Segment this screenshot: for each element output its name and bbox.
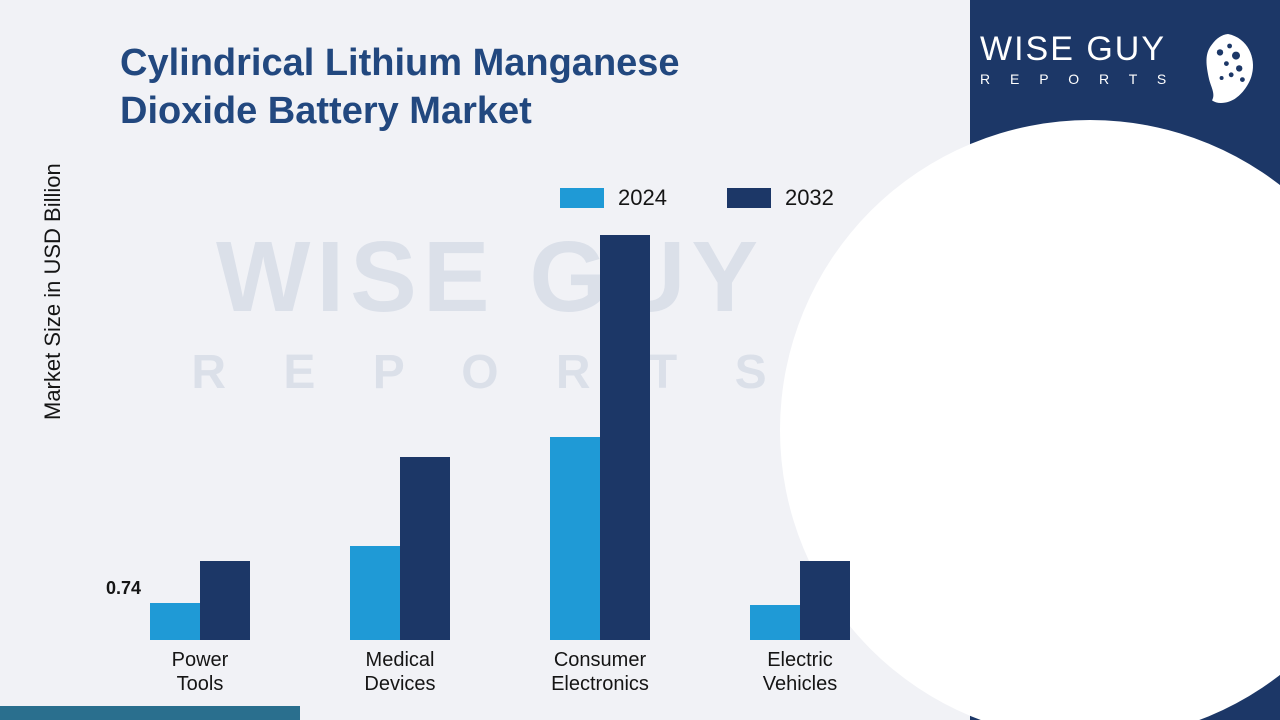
brand-logo: WISE GUY R E P O R T S bbox=[980, 30, 1250, 87]
legend-label-2032: 2032 bbox=[785, 185, 834, 211]
legend-label-2024: 2024 bbox=[618, 185, 667, 211]
legend-item-2032: 2032 bbox=[727, 185, 834, 211]
legend-swatch-2024 bbox=[560, 188, 604, 208]
bar bbox=[550, 437, 600, 640]
bar bbox=[750, 605, 800, 640]
x-axis-labels: PowerTools MedicalDevices ConsumerElectron… bbox=[120, 648, 940, 698]
footer-accent-bar bbox=[0, 706, 300, 720]
x-label: ConsumerElectronics bbox=[520, 648, 680, 696]
value-label: 0.74 bbox=[106, 578, 141, 599]
x-label: ElectricVehicles bbox=[720, 648, 880, 696]
legend: 2024 2032 bbox=[560, 185, 834, 211]
legend-swatch-2032 bbox=[727, 188, 771, 208]
x-label: MedicalDevices bbox=[320, 648, 480, 696]
bar bbox=[350, 546, 400, 640]
bar bbox=[150, 603, 200, 640]
y-axis-label: Market Size in USD Billion bbox=[40, 163, 66, 420]
bar bbox=[600, 235, 650, 640]
chart-title: Cylindrical Lithium Manganese Dioxide Ba… bbox=[120, 40, 760, 135]
bar-chart: 0.74 bbox=[120, 220, 940, 640]
bar bbox=[200, 561, 250, 640]
head-icon bbox=[1180, 30, 1260, 110]
legend-item-2024: 2024 bbox=[560, 185, 667, 211]
x-label: PowerTools bbox=[120, 648, 280, 696]
bar bbox=[400, 457, 450, 640]
bar bbox=[800, 561, 850, 640]
